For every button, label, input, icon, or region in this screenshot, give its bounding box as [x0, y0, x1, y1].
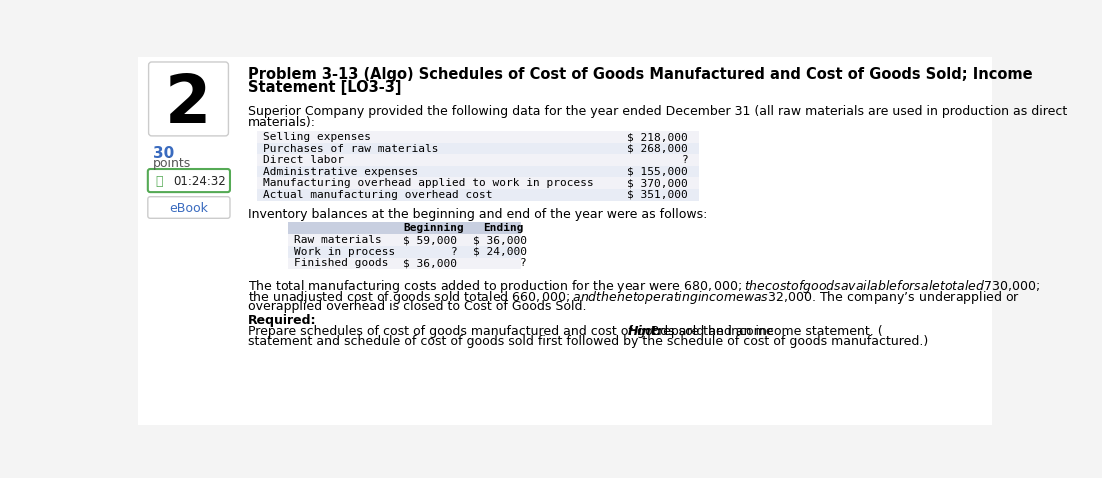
Bar [288, 235, 520, 246]
Text: The total manufacturing costs added to production for the year were $680,000; th: The total manufacturing costs added to p… [248, 278, 1039, 295]
Text: Required:: Required: [248, 314, 316, 327]
Text: Statement [LO3-3]: Statement [LO3-3] [248, 80, 401, 95]
Bar [257, 143, 699, 154]
Text: ⧖: ⧖ [155, 175, 163, 188]
Text: $ 59,000: $ 59,000 [403, 235, 457, 245]
Text: Inventory balances at the beginning and end of the year were as follows:: Inventory balances at the beginning and … [248, 208, 707, 221]
Bar [257, 131, 699, 143]
Bar [257, 189, 699, 201]
Text: overapplied overhead is closed to Cost of Goods Sold.: overapplied overhead is closed to Cost o… [248, 300, 586, 313]
Text: Prepare the income: Prepare the income [647, 325, 774, 337]
Text: $ 218,000: $ 218,000 [627, 132, 688, 142]
Text: Finished goods: Finished goods [294, 258, 389, 268]
Text: $ 155,000: $ 155,000 [627, 167, 688, 177]
Text: Hint:: Hint: [627, 325, 662, 337]
Bar [288, 246, 520, 258]
Text: Superior Company provided the following data for the year ended December 31 (all: Superior Company provided the following … [248, 105, 1067, 118]
Text: $ 351,000: $ 351,000 [627, 190, 688, 200]
Text: Raw materials: Raw materials [294, 235, 382, 245]
Bar [288, 222, 520, 235]
Text: Ending: Ending [484, 223, 523, 233]
Text: points: points [153, 157, 192, 171]
Text: Manufacturing overhead applied to work in process: Manufacturing overhead applied to work i… [263, 178, 594, 188]
Bar [257, 177, 699, 189]
FancyBboxPatch shape [149, 62, 228, 136]
Text: ?: ? [681, 155, 688, 165]
Text: $ 268,000: $ 268,000 [627, 143, 688, 153]
Text: Direct labor: Direct labor [263, 155, 344, 165]
Text: Problem 3-13 (Algo) Schedules of Cost of Goods Manufactured and Cost of Goods So: Problem 3-13 (Algo) Schedules of Cost of… [248, 66, 1033, 82]
Text: Beginning: Beginning [403, 223, 464, 233]
Text: $ 370,000: $ 370,000 [627, 178, 688, 188]
Text: Prepare schedules of cost of goods manufactured and cost of goods sold and an in: Prepare schedules of cost of goods manuf… [248, 325, 883, 337]
Text: ?: ? [451, 247, 457, 257]
Text: 30: 30 [153, 146, 174, 161]
Text: Actual manufacturing overhead cost: Actual manufacturing overhead cost [263, 190, 493, 200]
Text: Purchases of raw materials: Purchases of raw materials [263, 143, 439, 153]
Text: Selling expenses: Selling expenses [263, 132, 371, 142]
Text: materials):: materials): [248, 116, 316, 129]
Text: $ 24,000: $ 24,000 [473, 247, 527, 257]
Text: $ 36,000: $ 36,000 [473, 235, 527, 245]
Text: $ 36,000: $ 36,000 [403, 258, 457, 268]
Text: ?: ? [520, 258, 527, 268]
Bar [257, 154, 699, 166]
Text: statement and schedule of cost of goods sold first followed by the schedule of c: statement and schedule of cost of goods … [248, 336, 928, 348]
FancyBboxPatch shape [148, 197, 230, 218]
Bar [288, 258, 520, 269]
Text: Administrative expenses: Administrative expenses [263, 167, 419, 177]
Text: eBook: eBook [170, 202, 208, 215]
Text: the unadjusted cost of goods sold totaled $660,000; and the net operating income: the unadjusted cost of goods sold totale… [248, 289, 1019, 306]
Bar [257, 166, 699, 177]
FancyBboxPatch shape [148, 169, 230, 192]
Text: 2: 2 [165, 71, 212, 137]
Text: Work in process: Work in process [294, 247, 396, 257]
Text: 01:24:32: 01:24:32 [173, 175, 226, 188]
